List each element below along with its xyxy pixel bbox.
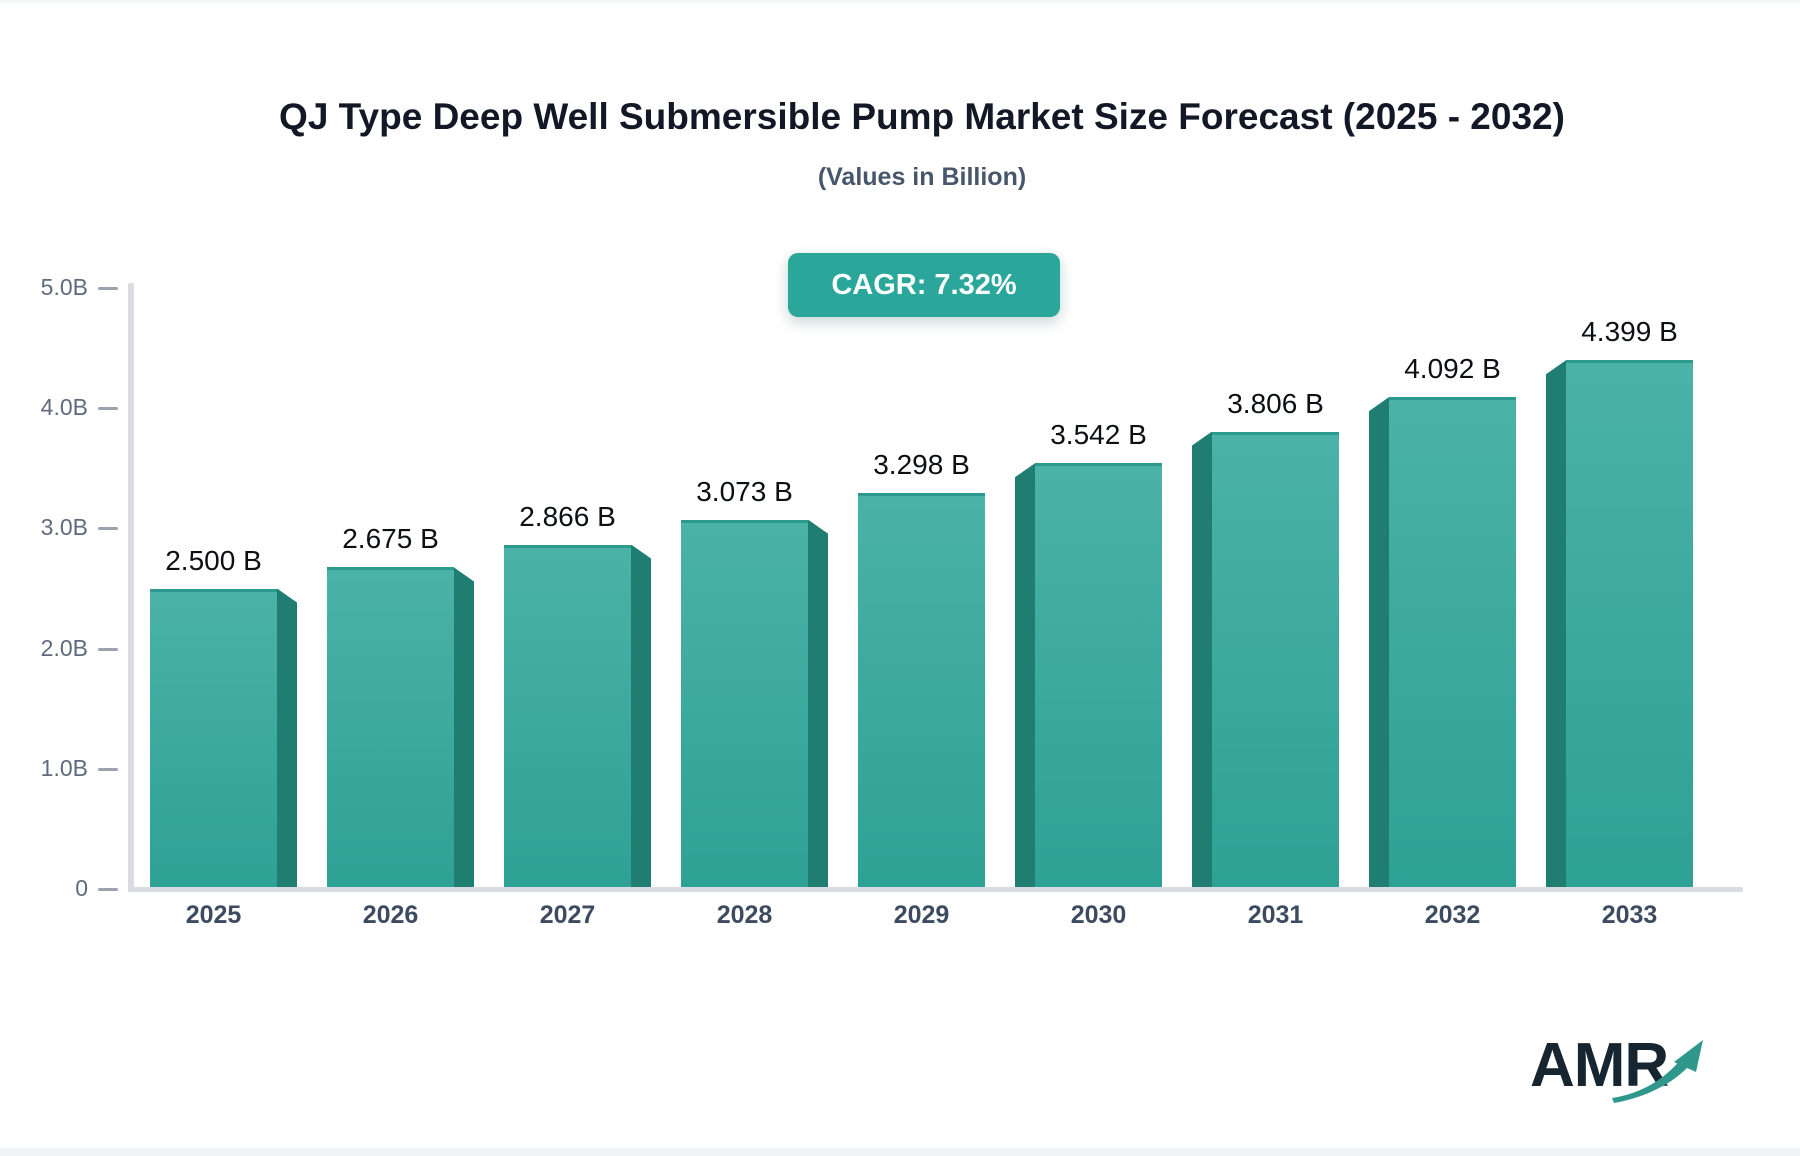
y-axis-tick-mark bbox=[98, 287, 118, 290]
y-axis-tick-label: 2.0B bbox=[40, 634, 88, 661]
bar bbox=[1566, 360, 1693, 889]
y-axis-tick-mark bbox=[98, 407, 118, 411]
bar-3d-side bbox=[1369, 397, 1389, 889]
x-axis-tick-label: 2030 bbox=[1070, 901, 1127, 929]
top-edge-strip bbox=[0, 0, 1800, 3]
y-axis-tick-label: 3.0B bbox=[40, 514, 88, 541]
y-axis-tick-label: 5.0B bbox=[40, 274, 88, 300]
x-axis-tick-label: 2033 bbox=[1601, 901, 1658, 929]
y-axis-line bbox=[128, 283, 134, 892]
bar-3d-side bbox=[454, 567, 474, 889]
bar-3d-side bbox=[1192, 431, 1212, 889]
x-axis-tick-label: 2027 bbox=[539, 901, 596, 929]
bar-value-label: 3.298 B bbox=[873, 448, 970, 480]
bar bbox=[681, 519, 808, 889]
bar-3d-side bbox=[1546, 360, 1566, 889]
bar-value-label: 3.806 B bbox=[1227, 387, 1324, 419]
bar-value-label: 4.399 B bbox=[1581, 316, 1678, 348]
bar-3d-side bbox=[1015, 463, 1035, 889]
x-axis-tick-label: 2025 bbox=[185, 901, 242, 929]
y-axis-tick-mark bbox=[98, 767, 118, 771]
bar bbox=[1035, 463, 1162, 889]
bar bbox=[1212, 431, 1339, 889]
bar-3d-side bbox=[631, 544, 651, 889]
y-axis-tick-label: 0 bbox=[75, 875, 88, 901]
y-axis-tick-label: 1.0B bbox=[40, 754, 88, 781]
bottom-edge-strip bbox=[0, 1148, 1800, 1156]
amr-logo: AMR bbox=[1530, 1030, 1720, 1110]
bar bbox=[1389, 397, 1516, 889]
y-axis-tick-mark bbox=[98, 647, 118, 651]
x-axis-line bbox=[128, 887, 1743, 892]
chart-subtitle: (Values in Billion) bbox=[817, 163, 1027, 191]
bar-3d-side bbox=[277, 588, 297, 889]
bar bbox=[327, 567, 454, 889]
x-axis-tick-label: 2028 bbox=[716, 901, 773, 929]
y-axis-tick-mark bbox=[98, 527, 118, 531]
x-axis-tick-label: 2031 bbox=[1247, 901, 1304, 929]
y-axis-tick-mark bbox=[98, 888, 118, 891]
x-axis-tick-label: 2032 bbox=[1424, 901, 1481, 929]
bar-value-label: 2.866 B bbox=[519, 500, 616, 532]
bar-3d-side bbox=[808, 519, 828, 889]
x-axis-tick-label: 2029 bbox=[893, 901, 950, 929]
x-axis-tick-label: 2026 bbox=[362, 901, 419, 929]
chart-title: QJ Type Deep Well Submersible Pump Marke… bbox=[279, 96, 1565, 137]
bar bbox=[150, 588, 277, 889]
growth-arrow-icon bbox=[1612, 1040, 1703, 1103]
bar bbox=[504, 544, 631, 889]
bar-value-label: 3.073 B bbox=[696, 475, 793, 507]
bar-value-label: 4.092 B bbox=[1404, 353, 1501, 385]
bar-value-label: 3.542 B bbox=[1050, 419, 1147, 451]
bar-value-label: 2.675 B bbox=[342, 523, 439, 555]
cagr-badge: CAGR: 7.32% bbox=[788, 253, 1060, 317]
bar-value-label: 2.500 B bbox=[165, 544, 262, 576]
y-axis-tick-label: 4.0B bbox=[40, 394, 88, 421]
bar bbox=[858, 492, 985, 889]
